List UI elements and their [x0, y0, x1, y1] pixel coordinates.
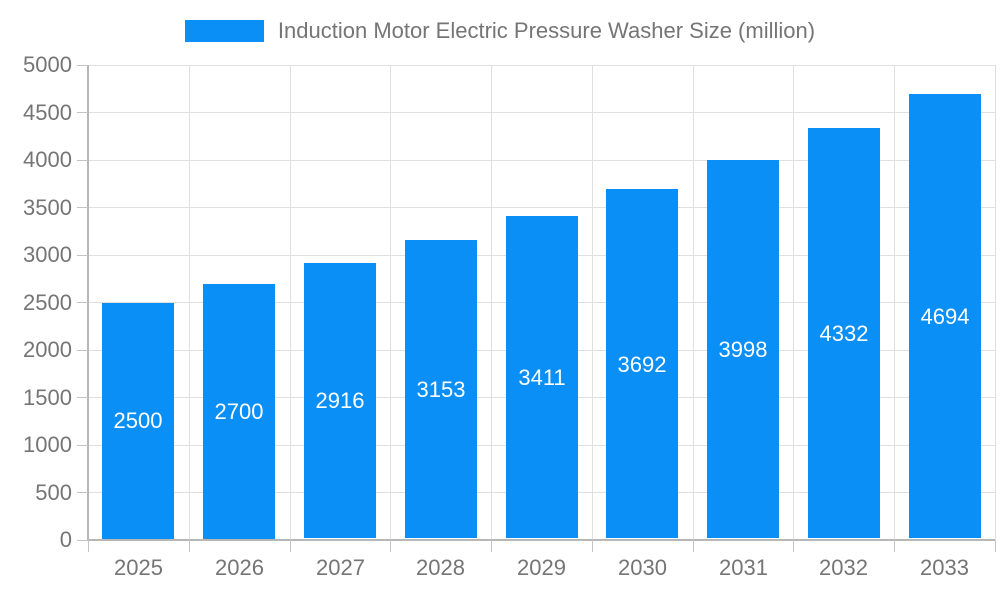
bar — [606, 189, 678, 538]
x-gridline — [692, 65, 694, 540]
x-gridline — [389, 65, 391, 540]
bar-value-label: 3998 — [718, 337, 768, 362]
x-axis-tick — [289, 540, 291, 552]
bar — [506, 216, 578, 538]
x-axis-line — [88, 539, 995, 541]
x-gridline — [490, 65, 492, 540]
x-tick-label: 2029 — [517, 555, 566, 580]
x-tick-label: 2027 — [316, 555, 365, 580]
y-tick-label: 2500 — [23, 289, 72, 315]
y-axis-tick — [77, 397, 88, 398]
y-axis-tick — [77, 64, 88, 66]
x-gridline — [792, 65, 794, 540]
y-axis-tick — [77, 444, 88, 446]
y-tick-label: 5000 — [23, 52, 72, 77]
x-gridline — [591, 65, 593, 540]
y-axis-tick — [77, 349, 88, 351]
bar-value-label: 2500 — [113, 408, 163, 433]
legend-swatch — [184, 20, 264, 42]
x-tick-label: 2025 — [114, 555, 163, 580]
bar — [909, 94, 981, 538]
bar-value-label: 2916 — [315, 388, 365, 413]
y-axis-tick — [77, 302, 88, 303]
bar-value-label: 2700 — [214, 399, 264, 424]
x-axis-tick — [792, 540, 794, 552]
y-gridline — [88, 159, 995, 161]
x-tick-label: 2026 — [215, 555, 264, 580]
legend-item[interactable]: Induction Motor Electric Pressure Washer… — [0, 18, 1000, 44]
y-axis-tick — [77, 112, 88, 113]
y-tick-label: 2000 — [23, 337, 72, 362]
legend-label: Induction Motor Electric Pressure Washer… — [277, 18, 816, 43]
y-gridline — [88, 112, 995, 113]
x-axis-tick — [87, 540, 89, 552]
y-tick-label: 0 — [59, 527, 72, 552]
x-gridline — [188, 65, 190, 540]
y-axis-tick — [77, 254, 88, 256]
x-axis-tick — [490, 540, 492, 552]
bar — [102, 303, 174, 539]
y-axis-line — [87, 65, 89, 540]
y-tick-label: 500 — [35, 479, 72, 505]
y-tick-label: 4500 — [23, 99, 72, 125]
bar-value-label: 3411 — [518, 365, 566, 390]
x-tick-label: 2031 — [719, 555, 768, 580]
x-axis-tick — [591, 540, 593, 552]
bar — [405, 240, 477, 538]
y-tick-label: 4000 — [23, 147, 72, 172]
y-tick-label: 3000 — [23, 242, 72, 267]
x-axis-tick — [389, 540, 391, 552]
bar — [808, 128, 880, 538]
y-axis-tick — [77, 539, 88, 541]
y-tick-label: 1500 — [23, 384, 72, 410]
x-axis-tick — [994, 540, 996, 552]
bar-value-label: 4332 — [819, 321, 869, 346]
bar — [707, 160, 779, 538]
x-axis-tick — [692, 540, 694, 552]
y-gridline — [88, 64, 995, 66]
x-tick-label: 2028 — [416, 555, 465, 580]
y-tick-label: 3500 — [23, 194, 72, 220]
plot-area: 2500 2700 2916 3153 3411 3692 3998 4332 4694 — [87, 64, 996, 541]
y-axis-tick — [77, 207, 88, 208]
x-tick-label: 2030 — [618, 555, 667, 580]
y-gridline — [88, 207, 995, 208]
bar-value-label: 4694 — [920, 304, 970, 329]
bar-value-label: 3153 — [416, 377, 466, 402]
x-gridline — [994, 65, 996, 540]
x-axis-tick — [893, 540, 895, 552]
bar — [203, 284, 275, 539]
x-gridline — [893, 65, 895, 540]
y-axis-tick — [77, 159, 88, 161]
bar — [304, 263, 376, 538]
y-axis-tick — [77, 492, 88, 493]
x-tick-label: 2033 — [920, 555, 969, 580]
x-tick-label: 2032 — [819, 555, 868, 580]
bar-value-label: 3692 — [617, 352, 667, 377]
x-gridline — [289, 65, 291, 540]
y-tick-label: 1000 — [23, 432, 72, 457]
x-axis-tick — [188, 540, 190, 552]
